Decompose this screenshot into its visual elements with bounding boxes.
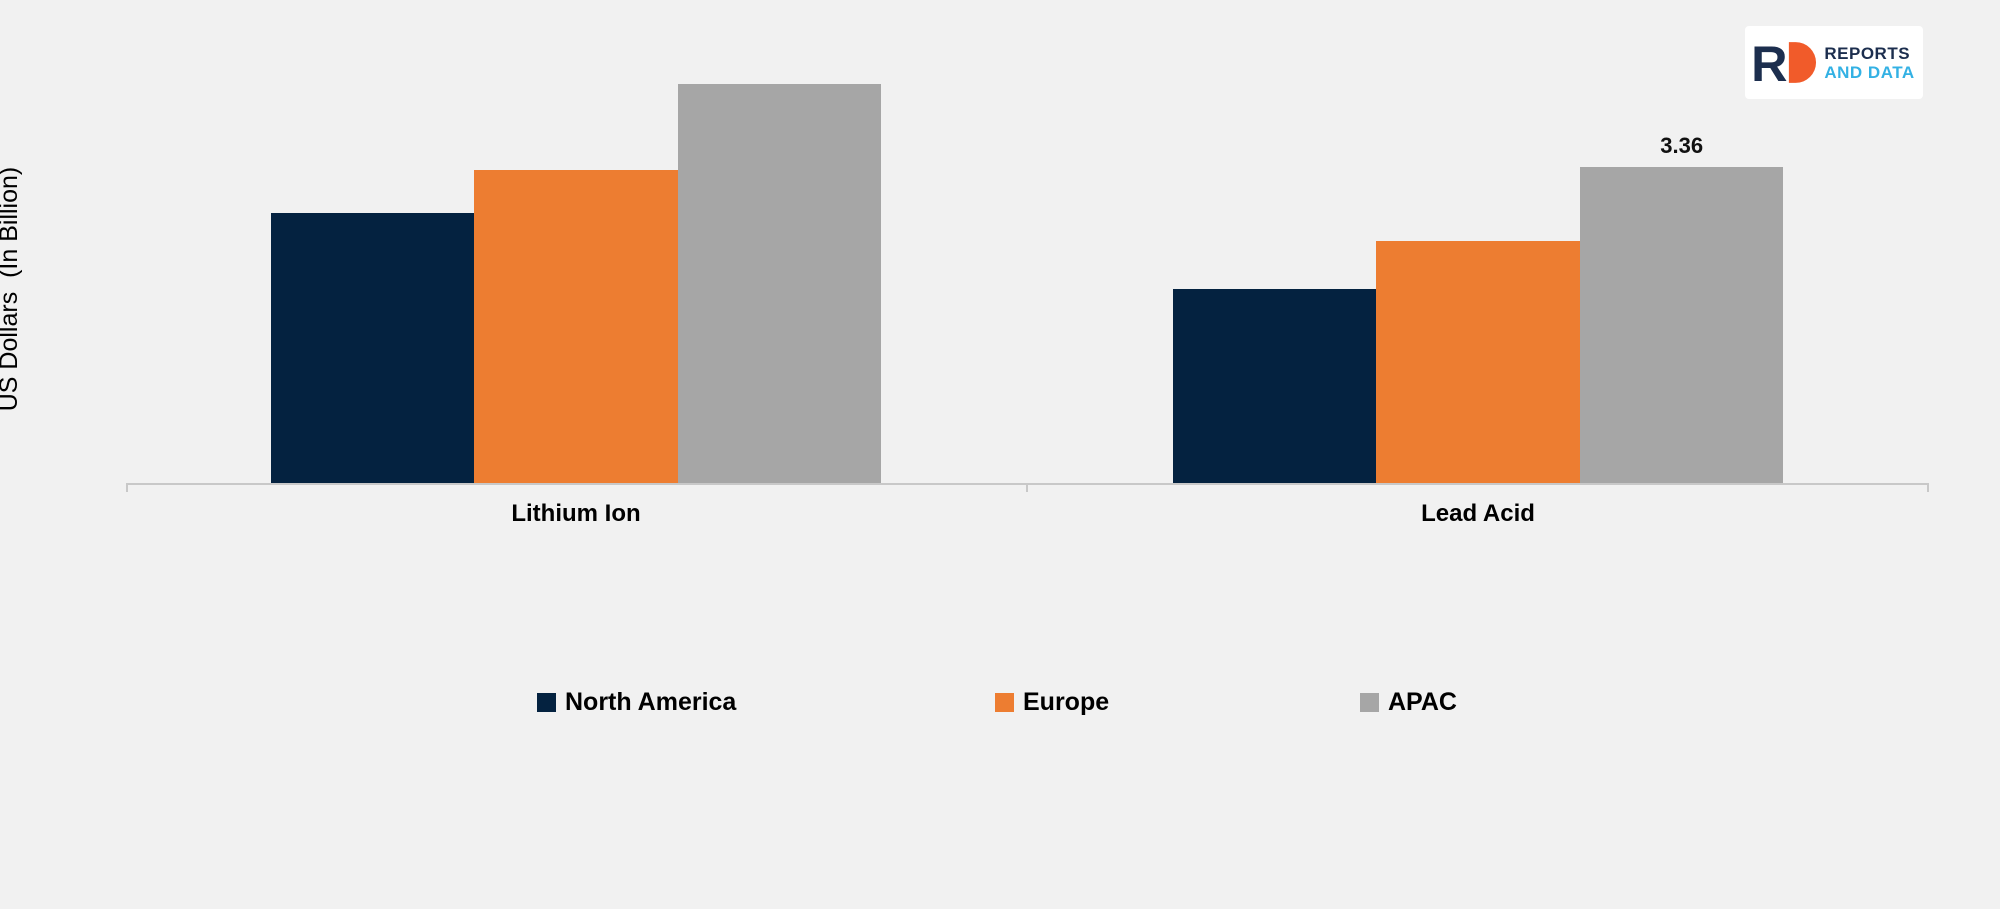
logo-brand-top: REPORTS xyxy=(1824,43,1911,63)
legend-item-europe: Europe xyxy=(995,690,1109,715)
bar-europe-lead-acid xyxy=(1376,241,1580,483)
x-axis-tick xyxy=(1927,483,1929,492)
bar-north-america-lithium-ion xyxy=(271,213,475,483)
bar-value-label-apac-lead-acid: 3.36 xyxy=(1660,133,1704,159)
x-axis-tick xyxy=(1026,483,1028,492)
legend-item-north-america: North America xyxy=(537,690,736,715)
rd-monogram-icon: R xyxy=(1753,41,1817,84)
x-axis-tick xyxy=(126,483,128,492)
legend-item-apac: APAC xyxy=(1360,690,1457,715)
legend-marker-apac-icon xyxy=(1360,693,1379,712)
bar-europe-lithium-ion xyxy=(474,169,678,483)
bar-apac-lithium-ion xyxy=(677,84,881,483)
reports-and-data-logo: R REPORTS AND DATA xyxy=(1745,26,1923,99)
category-label-lithium-ion: Lithium Ion xyxy=(511,500,641,527)
bar-north-america-lead-acid xyxy=(1173,289,1377,483)
category-label-lead-acid: Lead Acid xyxy=(1421,500,1535,527)
legend-label-north-america: North America xyxy=(565,688,737,716)
bar-apac-lead-acid xyxy=(1579,167,1783,483)
legend-marker-north-america-icon xyxy=(537,693,556,712)
svg-text:R: R xyxy=(1753,41,1787,84)
legend-label-europe: Europe xyxy=(1023,688,1110,716)
logo-brand-bottom: AND DATA xyxy=(1824,62,1915,82)
legend-marker-europe-icon xyxy=(995,693,1014,712)
y-axis-title: US Dollars (In Billion) xyxy=(0,166,23,412)
legend-label-apac: APAC xyxy=(1388,688,1457,716)
